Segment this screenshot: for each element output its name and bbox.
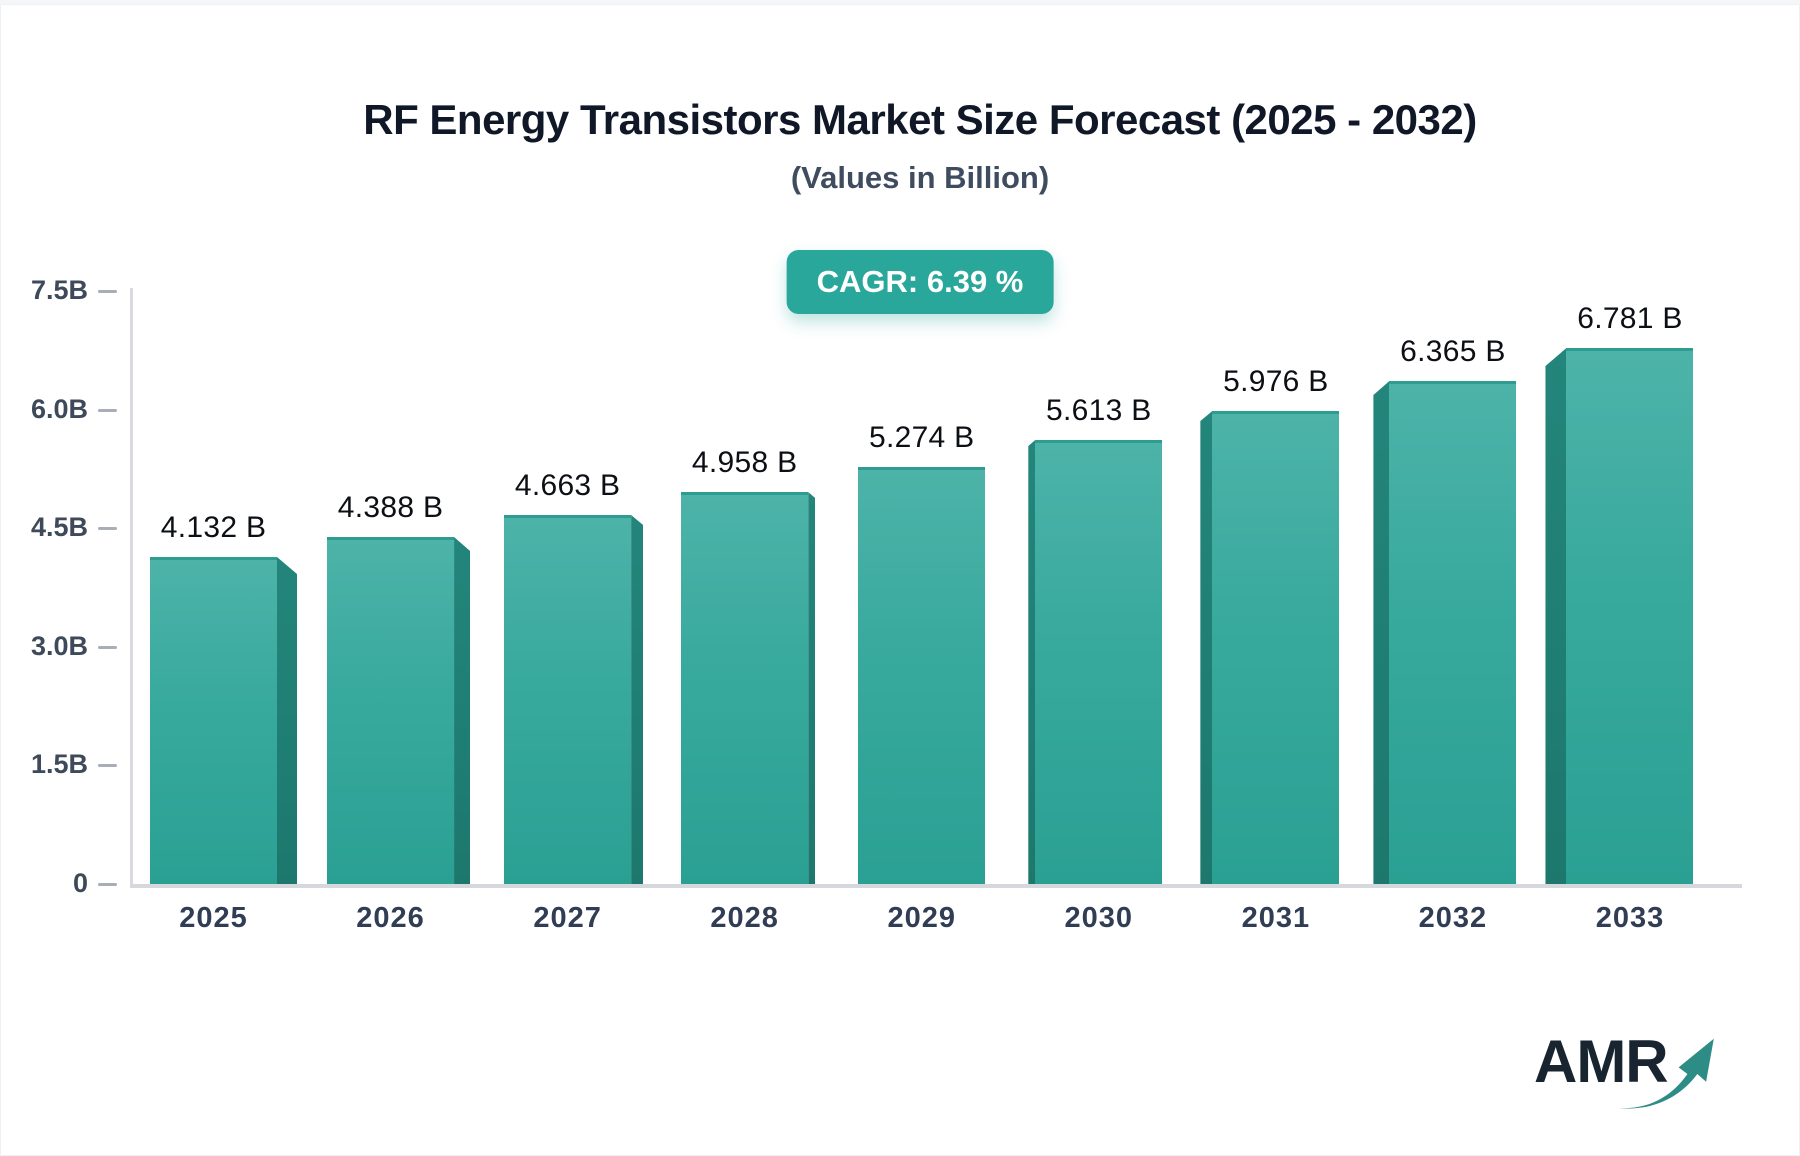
x-axis-label-2025: 2025	[179, 902, 248, 934]
x-axis-label-2032: 2032	[1418, 902, 1488, 934]
bar-value-label-2028: 4.958 B	[691, 446, 798, 479]
bar-value-label-2026: 4.388 B	[337, 491, 444, 524]
bar-value-label-2033: 6.781 B	[1577, 302, 1683, 335]
x-axis-baseline	[130, 884, 1742, 888]
chart-title: RF Energy Transistors Market Size Foreca…	[363, 96, 1477, 143]
x-axis-label-2033: 2033	[1595, 902, 1665, 934]
x-axis-label-2029: 2029	[887, 902, 956, 934]
bar-side-face-2025	[277, 557, 297, 884]
bar-2026	[327, 537, 455, 884]
y-tick-mark	[98, 408, 117, 412]
y-tick-mark	[98, 764, 117, 768]
bar-value-label-2025: 4.132 B	[160, 511, 267, 544]
bar-2028	[681, 492, 809, 884]
bar-2029	[858, 467, 986, 884]
y-tick-label: 1.5B	[30, 749, 88, 780]
chart-subtitle: (Values in Billion)	[790, 160, 1050, 195]
bar-value-label-2027: 4.663 B	[514, 469, 621, 502]
y-tick-mark	[98, 645, 117, 649]
y-axis-line	[130, 288, 133, 886]
bar-2030	[1035, 440, 1163, 884]
amr-logo: AMR	[1534, 1032, 1754, 1122]
bar-side-face-2027	[631, 515, 644, 884]
y-tick-label: 4.5B	[30, 512, 88, 543]
y-tick-label: 6.0B	[30, 393, 88, 424]
x-axis-label-2031: 2031	[1241, 902, 1311, 934]
bar-2032	[1389, 381, 1517, 884]
x-axis-label-2026: 2026	[356, 902, 425, 934]
x-axis-label-2028: 2028	[710, 902, 779, 934]
y-tick-mark	[98, 883, 117, 886]
bar-2031	[1212, 411, 1340, 884]
y-tick-label: 3.0B	[30, 630, 88, 661]
growth-arrow-icon	[1619, 1038, 1714, 1109]
y-tick-mark	[98, 527, 117, 531]
bar-2027	[504, 515, 632, 884]
y-tick-mark	[98, 290, 117, 293]
bar-side-face-2026	[454, 537, 471, 884]
cagr-badge: CAGR: 6.39 %	[786, 250, 1054, 314]
x-axis-label-2030: 2030	[1064, 902, 1134, 934]
y-tick-label: 0	[72, 868, 88, 898]
bar-value-label-2029: 5.274 B	[868, 421, 975, 454]
bar-side-face-2031	[1200, 411, 1213, 884]
bar-side-face-2030	[1028, 440, 1036, 884]
bar-value-label-2030: 5.613 B	[1046, 394, 1152, 427]
x-axis-label-2027: 2027	[533, 902, 602, 934]
bar-side-face-2028	[808, 492, 816, 884]
bar-2025	[150, 557, 277, 884]
bar-2033	[1566, 348, 1694, 884]
bar-side-face-2032	[1373, 381, 1390, 884]
amr-logo-text: AMR	[1534, 1028, 1669, 1095]
bar-side-face-2033	[1545, 348, 1567, 884]
y-tick-label: 7.5B	[30, 275, 88, 305]
bar-value-label-2031: 5.976 B	[1223, 365, 1329, 398]
bar-value-label-2032: 6.365 B	[1400, 335, 1506, 368]
